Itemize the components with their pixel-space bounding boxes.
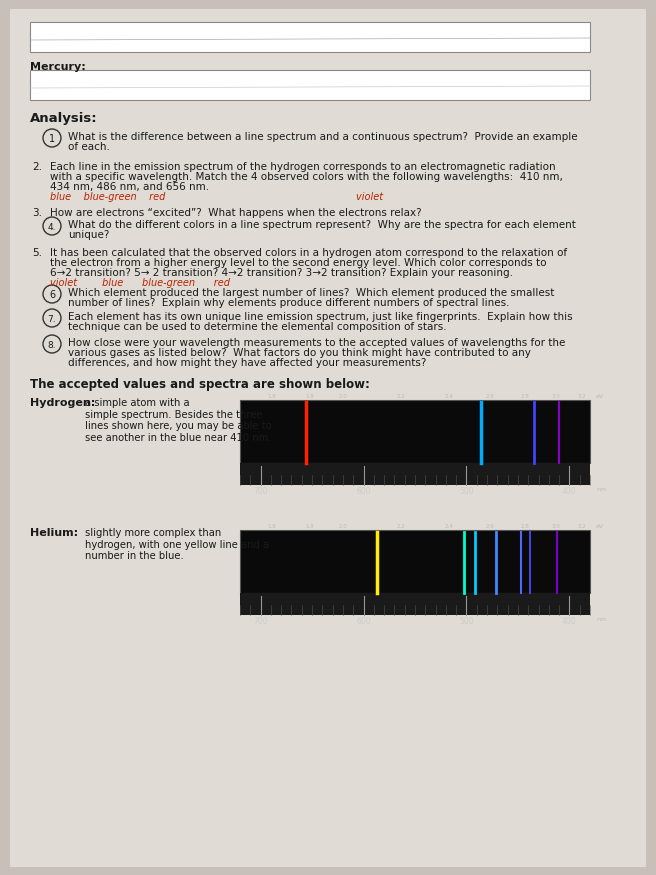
Text: The accepted values and spectra are shown below:: The accepted values and spectra are show…	[30, 378, 370, 391]
Text: 434 nm, 486 nm, and 656 nm.: 434 nm, 486 nm, and 656 nm.	[50, 182, 209, 192]
FancyBboxPatch shape	[30, 70, 590, 100]
Text: 3.0: 3.0	[551, 394, 560, 399]
Text: 2.4: 2.4	[445, 524, 454, 529]
Text: with a specific wavelength. Match the 4 observed colors with the following wavel: with a specific wavelength. Match the 4 …	[50, 172, 563, 182]
Text: 400: 400	[562, 487, 577, 496]
Text: 4.: 4.	[48, 222, 56, 232]
Text: 700: 700	[253, 617, 268, 626]
Text: 1.9: 1.9	[305, 524, 314, 529]
FancyBboxPatch shape	[10, 9, 646, 867]
Text: Hydrogen:: Hydrogen:	[30, 398, 95, 408]
Text: eV: eV	[596, 394, 604, 399]
Text: 3.2: 3.2	[578, 524, 586, 529]
Text: 2.8: 2.8	[521, 524, 529, 529]
Text: slightly more complex than
hydrogen, with one yellow line and a
number in the bl: slightly more complex than hydrogen, wit…	[85, 528, 269, 561]
Text: 600: 600	[356, 617, 371, 626]
Text: 8.: 8.	[48, 340, 56, 349]
Text: Analysis:: Analysis:	[30, 112, 98, 125]
Text: Each element has its own unique line emission spectrum, just like fingerprints. : Each element has its own unique line emi…	[68, 312, 573, 322]
Text: 6: 6	[49, 290, 55, 300]
Text: 500: 500	[459, 487, 474, 496]
Text: unique?: unique?	[68, 230, 110, 240]
Text: the electron from a higher energy level to the second energy level. Which color : the electron from a higher energy level …	[50, 258, 546, 268]
Bar	[240, 400, 590, 463]
Text: 500: 500	[459, 617, 474, 626]
Text: 1.8: 1.8	[268, 524, 276, 529]
Text: violet        blue      blue-green      red: violet blue blue-green red	[50, 278, 230, 288]
Text: How close were your wavelength measurements to the accepted values of wavelength: How close were your wavelength measureme…	[68, 338, 565, 348]
FancyBboxPatch shape	[30, 22, 590, 52]
Text: a simple atom with a
simple spectrum. Besides the three
lines shown here, you ma: a simple atom with a simple spectrum. Be…	[85, 398, 272, 443]
Text: Which element produced the largest number of lines?  Which element produced the : Which element produced the largest numbe…	[68, 288, 554, 298]
Text: What do the different colors in a line spectrum represent?  Why are the spectra : What do the different colors in a line s…	[68, 220, 576, 230]
Text: What is the difference between a line spectrum and a continuous spectrum?  Provi: What is the difference between a line sp…	[68, 132, 578, 142]
Text: 1: 1	[49, 134, 55, 144]
Text: 600: 600	[356, 487, 371, 496]
Text: various gases as listed below?  What factors do you think might have contributed: various gases as listed below? What fact…	[68, 348, 531, 358]
Text: 2.6: 2.6	[486, 394, 495, 399]
Text: 700: 700	[253, 487, 268, 496]
Text: 2.0: 2.0	[338, 524, 347, 529]
Text: 2.6: 2.6	[486, 524, 495, 529]
Text: 7.: 7.	[48, 314, 56, 324]
Text: 2.2: 2.2	[397, 524, 405, 529]
Text: eV: eV	[596, 524, 604, 529]
Text: differences, and how might they have affected your measurements?: differences, and how might they have aff…	[68, 358, 426, 368]
Text: 3.2: 3.2	[578, 394, 586, 399]
Text: 1.9: 1.9	[305, 394, 314, 399]
Text: How are electrons “excited”?  What happens when the electrons relax?: How are electrons “excited”? What happen…	[50, 208, 422, 218]
Text: of each.: of each.	[68, 142, 110, 152]
Text: 3.0: 3.0	[551, 524, 560, 529]
Text: number of lines?  Explain why elements produce different numbers of spectral lin: number of lines? Explain why elements pr…	[68, 298, 510, 308]
Text: Helium:: Helium:	[30, 528, 78, 538]
Text: 400: 400	[562, 617, 577, 626]
Text: blue    blue-green    red                                                       : blue blue-green red	[50, 192, 383, 202]
Text: 2.0: 2.0	[338, 394, 347, 399]
Text: technique can be used to determine the elemental composition of stars.: technique can be used to determine the e…	[68, 322, 447, 332]
Text: 2.2: 2.2	[397, 394, 405, 399]
Text: 3.: 3.	[32, 208, 42, 218]
Text: 2.4: 2.4	[445, 394, 454, 399]
Bar	[240, 463, 590, 485]
Text: Mercury:: Mercury:	[30, 62, 86, 72]
Text: nm: nm	[596, 487, 606, 492]
Bar	[240, 530, 590, 593]
Text: nm: nm	[596, 617, 606, 622]
Text: 2.: 2.	[32, 162, 42, 172]
Text: 1.8: 1.8	[268, 394, 276, 399]
Text: 5.: 5.	[32, 248, 42, 258]
Text: Each line in the emission spectrum of the hydrogen corresponds to an electromagn: Each line in the emission spectrum of th…	[50, 162, 556, 172]
Text: 2.8: 2.8	[521, 394, 529, 399]
Bar	[240, 593, 590, 615]
Text: 6→2 transition? 5→ 2 transition? 4→2 transition? 3→2 transition? Explain your re: 6→2 transition? 5→ 2 transition? 4→2 tra…	[50, 268, 513, 278]
Text: It has been calculated that the observed colors in a hydrogen atom correspond to: It has been calculated that the observed…	[50, 248, 567, 258]
